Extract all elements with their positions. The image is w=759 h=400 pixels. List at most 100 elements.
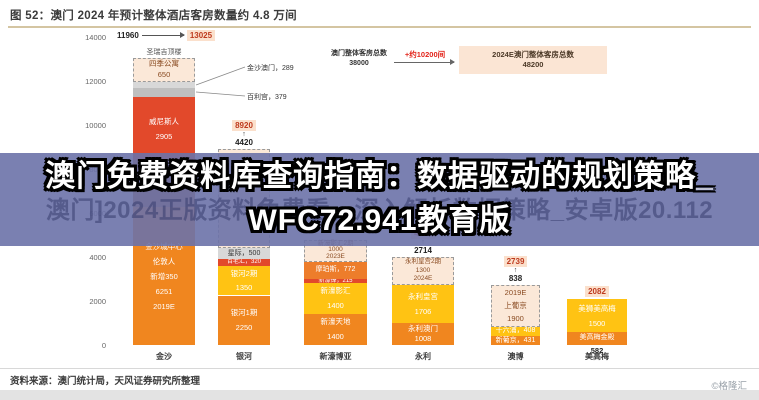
flow-increase-label: +约10200间: [404, 50, 446, 59]
annotation-value: ↑: [242, 130, 246, 138]
growth-annotation: 2739 ↑ 838: [486, 255, 546, 284]
segment-label: 银河2期: [230, 268, 258, 278]
segment-label: 1400: [327, 331, 344, 341]
segment-label: 1350: [235, 282, 253, 292]
segment-label: 1300: [415, 266, 431, 274]
segment-label: 1500: [588, 318, 606, 328]
flow-2024-total-box: 2024E澳门整体客房总数 48200: [459, 46, 607, 74]
below-bar-value: 582: [590, 345, 604, 355]
segment-label: 四季公寓: [149, 59, 179, 69]
category-label: 新濠博亚: [319, 352, 352, 361]
segment-label: 新葡京，431: [495, 336, 536, 344]
segment-label: 百老汇，320: [226, 259, 261, 266]
annotation-value: 838: [508, 273, 523, 283]
watermark-band: [0, 153, 759, 246]
y-axis-tick-label: 0: [101, 341, 106, 350]
flow-2024-value: 48200: [522, 60, 544, 69]
flow-current-total: 澳门整体客房总数 38000: [326, 49, 392, 68]
segment-label: 银河1期: [230, 308, 258, 318]
overlay-headline-line1: 澳门免费资料库查询指南：数据驱动的规划策略_: [45, 160, 714, 193]
above-bar-label: 圣瑞吉顶楼: [146, 49, 182, 57]
bar-segment: 四季公寓 650: [133, 58, 195, 82]
annotation-value: 2739: [503, 255, 528, 267]
gelonghui-watermark: ©格隆汇: [711, 381, 748, 392]
segment-label: 新濠影汇: [320, 286, 351, 296]
annotation-value: 11960: [117, 30, 139, 40]
segment-label: 2019E: [153, 301, 175, 311]
right-arrow-icon: [394, 59, 455, 66]
segment-callout: 金沙澳门，289: [247, 65, 294, 72]
segment-label: 金沙城中心: [145, 241, 183, 251]
segment-label: 1400: [327, 300, 344, 310]
category-label: 美高梅: [585, 352, 609, 361]
segment-label: 永利皇宫: [408, 292, 438, 302]
segment-label: 新濠天地: [320, 317, 351, 327]
segment-label: 1706: [414, 307, 432, 317]
watermark-subtext: 澳门]2024正版资料免费看，深入解析数据策略_安卓版20.112: [45, 197, 714, 224]
segment-label: 上葡京: [504, 301, 527, 310]
bar-segment: 2019E 上葡京 1900: [491, 284, 540, 327]
y-axis-tick-label: 2000: [89, 297, 106, 306]
bar-segment: 摩珀斯，772: [304, 261, 367, 279]
source-note: 资料来源：澳门统计局，天风证券研究所整理: [10, 376, 201, 387]
segment-label: 摩珀斯，772: [315, 265, 356, 273]
annotation-value: 8920: [232, 119, 256, 131]
bar-segment: 永利皇宫 1706: [392, 285, 454, 323]
annotation-value: 13025: [186, 30, 216, 41]
growth-annotation: 8920 ↑ 4420: [214, 119, 274, 148]
bar-segment: 百老汇，320: [218, 258, 270, 266]
segment-label: 1900: [507, 314, 524, 324]
footer-divider: [0, 368, 759, 369]
segment-callout: 百利宫，379: [247, 94, 287, 101]
bar-segment: 美高梅金殿: [567, 332, 627, 345]
annotation-value: ↑: [513, 266, 518, 274]
total-annotation: 2082: [567, 286, 627, 298]
segment-label: 美高梅金殿: [579, 334, 615, 342]
right-arrow-icon: [141, 32, 185, 39]
bar-segment: 新濠影汇 1400: [304, 283, 367, 315]
y-axis-tick-label: 4000: [89, 253, 106, 262]
flow-current-value: 38000: [349, 59, 369, 67]
annotation-value: 2082: [585, 286, 609, 298]
overlay-headline: 澳门免费资料库查询指南：数据驱动的规划策略_ WFC72.941教育版: [0, 155, 759, 243]
bar-segment: [133, 81, 195, 89]
segment-label: 2250: [235, 323, 253, 333]
y-axis-tick-label: 14000: [85, 33, 106, 42]
page-title: 图 52：澳门 2024 年预计整体酒店客房数量约 4.8 万间: [10, 10, 297, 22]
growth-annotation: 11960 13025: [117, 30, 216, 41]
bar-segment: 新濠天地 1400: [304, 314, 367, 345]
bar-segment: 银河1期 2250: [218, 295, 270, 345]
segment-label: 新增350: [150, 271, 178, 281]
category-label: 金沙: [156, 352, 172, 361]
bar-segment: 威尼斯人 2905: [133, 96, 195, 161]
y-axis-tick-label: 12000: [85, 77, 106, 86]
annotation-value: 2714: [414, 245, 432, 255]
segment-label: 2023E: [326, 253, 345, 261]
segment-label: 2024E: [413, 275, 433, 283]
flow-2024-label: 2024E澳门整体客房总数: [492, 50, 574, 59]
overlay-headline-line2: WFC72.941教育版: [248, 204, 511, 237]
segment-label: 650: [157, 70, 171, 80]
bar-segment: 银河2期 1350: [218, 265, 270, 296]
segment-label: 永利澳门: [408, 323, 438, 333]
annotation-value: 4420: [235, 137, 253, 147]
segment-label: 2905: [155, 131, 173, 141]
bar-segment: [133, 88, 195, 97]
bar-segment: 新葡京，431: [491, 335, 540, 345]
segment-label: 星际，500: [227, 249, 261, 257]
segment-label: 威尼斯人: [149, 116, 179, 126]
segment-label: 美狮美高梅: [578, 303, 616, 313]
flow-current-label: 澳门整体客房总数: [331, 50, 387, 57]
bar-segment: 新濠锋，215: [304, 278, 367, 284]
bar-segment: 十六浦，408: [491, 326, 540, 336]
title-divider: [8, 26, 751, 28]
bar-segment: 美狮美高梅 1500: [567, 299, 627, 333]
segment-label: 永利皇宫2期: [404, 257, 442, 265]
segment-label: 1000: [328, 246, 343, 254]
category-label: 银河: [236, 352, 252, 361]
category-label: 永利: [415, 352, 431, 361]
segment-label: 伦敦人: [152, 256, 176, 266]
bar-segment: 星际，500: [218, 247, 270, 259]
footer-strip: [0, 390, 759, 400]
